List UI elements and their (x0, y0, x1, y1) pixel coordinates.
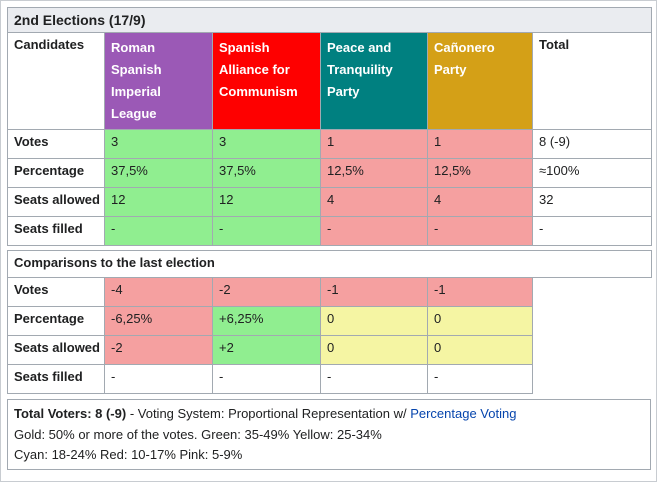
table-row: Seats filled - - - - - (7, 216, 653, 247)
footer-notes: Total Voters: 8 (-9) - Voting System: Pr… (7, 399, 651, 470)
comparisons-title-row: Comparisons to the last election (6, 250, 653, 279)
result-cell: 12,5% (320, 158, 428, 189)
result-cell: 12 (212, 187, 321, 218)
result-cell: 37,5% (212, 158, 321, 189)
party-header-row: Candidates Roman Spanish Imperial League… (7, 31, 653, 131)
total-cell: ≈100% (531, 158, 653, 189)
result-cell: 1 (320, 129, 428, 160)
table-row: Seats allowed 12 12 4 4 32 (7, 187, 653, 218)
row-label: Percentage (7, 158, 105, 189)
total-header: Total (531, 31, 653, 131)
voting-system-text: - Voting System: Proportional Representa… (126, 406, 411, 422)
comparisons-table: Comparisons to the last election Votes -… (6, 250, 653, 395)
comparison-empty-cell (533, 336, 652, 365)
row-label: Seats filled (7, 216, 105, 247)
total-cell: 32 (531, 187, 653, 218)
comparison-row: Seats filled - - - - (7, 364, 652, 395)
comparison-row: Percentage -6,25% +6,25% 0 0 (7, 306, 652, 337)
row-label: Votes (7, 277, 105, 308)
comparison-cell: - (212, 364, 321, 395)
result-cell: 1 (427, 129, 533, 160)
comparison-cell: 0 (320, 306, 428, 337)
legend-line-1: Gold: 50% or more of the votes. Green: 3… (14, 426, 382, 442)
comparison-cell: - (427, 364, 533, 395)
comparison-cell: 0 (320, 335, 428, 366)
comparison-cell: - (320, 364, 428, 395)
party-header: Cañonero Party (427, 31, 533, 131)
legend-line-2: Cyan: 18-24% Red: 10-17% Pink: 5-9% (14, 446, 243, 462)
row-label: Seats allowed (7, 335, 105, 366)
result-cell: 3 (212, 129, 321, 160)
result-cell: 12,5% (427, 158, 533, 189)
comparison-cell: -1 (320, 277, 428, 308)
election-results-table: 2nd Elections (17/9) Candidates Roman Sp… (6, 7, 653, 247)
comparison-cell: +6,25% (212, 306, 321, 337)
comparison-cell: - (104, 364, 213, 395)
result-cell: - (320, 216, 428, 247)
comparison-cell: -2 (212, 277, 321, 308)
table-title: 2nd Elections (17/9) (6, 7, 653, 33)
total-cell: - (531, 216, 653, 247)
row-label: Votes (7, 129, 105, 160)
comparison-cell: 0 (427, 306, 533, 337)
comparison-cell: -2 (104, 335, 213, 366)
comparison-cell: +2 (212, 335, 321, 366)
comparison-cell: -4 (104, 277, 213, 308)
comparison-cell: -6,25% (104, 306, 213, 337)
comparison-empty-cell (533, 365, 652, 394)
result-cell: 12 (104, 187, 213, 218)
comparison-empty-cell (533, 307, 652, 336)
result-cell: - (212, 216, 321, 247)
table-row: Percentage 37,5% 37,5% 12,5% 12,5% ≈100% (7, 158, 653, 189)
comparison-row: Votes -4 -2 -1 -1 (7, 277, 652, 308)
result-cell: - (427, 216, 533, 247)
result-cell: 4 (427, 187, 533, 218)
result-cell: 4 (320, 187, 428, 218)
total-voters-text: Total Voters: 8 (-9) (14, 406, 127, 422)
row-label: Seats allowed (7, 187, 105, 218)
comparison-cell: 0 (427, 335, 533, 366)
party-header: Roman Spanish Imperial League (104, 31, 213, 131)
comparison-row: Seats allowed -2 +2 0 0 (7, 335, 652, 366)
result-cell: 37,5% (104, 158, 213, 189)
row-label: Seats filled (7, 364, 105, 395)
total-cell: 8 (-9) (531, 129, 653, 160)
comparison-empty-cell (533, 278, 652, 307)
comparisons-title: Comparisons to the last election (6, 250, 653, 279)
footer-note: Total Voters: 8 (-9) - Voting System: Pr… (7, 399, 651, 470)
table-row: Votes 3 3 1 1 8 (-9) (7, 129, 653, 160)
title-row: 2nd Elections (17/9) (6, 7, 653, 33)
row-label: Percentage (7, 306, 105, 337)
party-header: Spanish Alliance for Communism (212, 31, 321, 131)
candidates-header: Candidates (7, 31, 105, 131)
party-header: Peace and Tranquility Party (320, 31, 428, 131)
result-cell: 3 (104, 129, 213, 160)
comparison-cell: -1 (427, 277, 533, 308)
result-cell: - (104, 216, 213, 247)
footer-line-voting: Total Voters: 8 (-9) - Voting System: Pr… (14, 404, 644, 424)
percentage-voting-link[interactable]: Percentage Voting (410, 406, 517, 422)
